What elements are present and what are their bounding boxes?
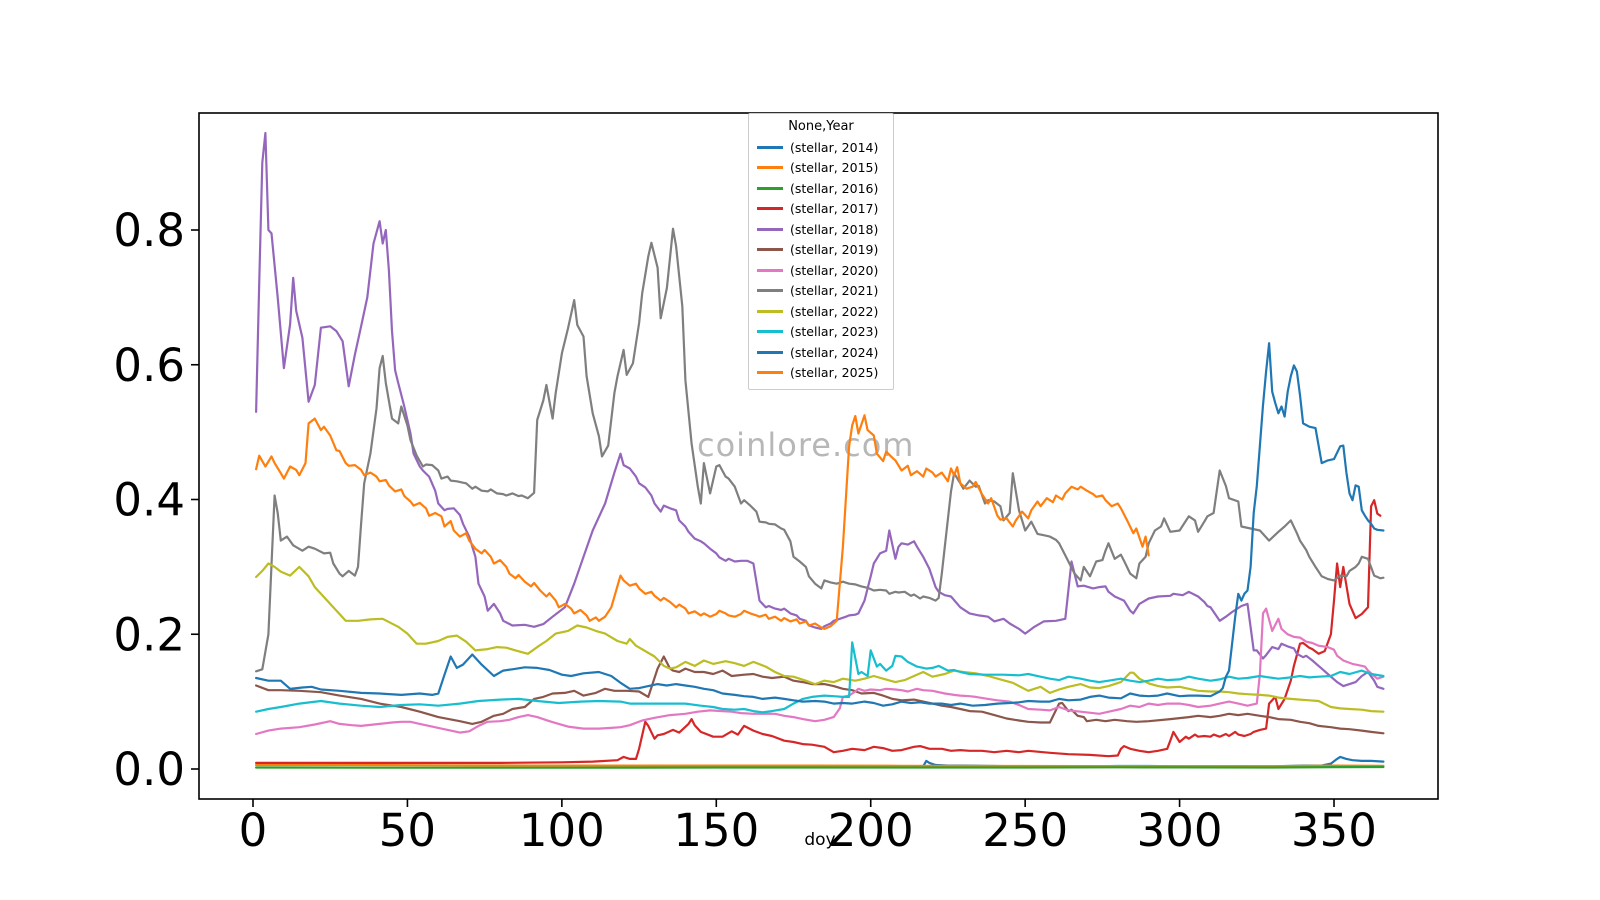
legend-line-swatch bbox=[757, 350, 783, 354]
legend: None,Year (stellar, 2014) (stellar, 2015)… bbox=[748, 113, 894, 390]
legend-line-swatch bbox=[757, 309, 783, 313]
legend-line-swatch bbox=[757, 248, 783, 252]
legend-item-2016: (stellar, 2016) bbox=[755, 178, 887, 199]
legend-label: (stellar, 2023) bbox=[790, 324, 879, 340]
y-tick-label: 0.0 bbox=[113, 743, 185, 796]
legend-item-2023: (stellar, 2023) bbox=[755, 322, 887, 343]
legend-item-2021: (stellar, 2021) bbox=[755, 281, 887, 302]
y-tick-label: 0.4 bbox=[113, 474, 185, 527]
series-line-2023 bbox=[255, 641, 1385, 714]
legend-label: (stellar, 2021) bbox=[790, 283, 879, 299]
legend-line-swatch bbox=[757, 330, 783, 334]
legend-item-2015: (stellar, 2015) bbox=[755, 158, 887, 179]
legend-label: (stellar, 2022) bbox=[790, 303, 879, 319]
legend-item-2025: (stellar, 2025) bbox=[755, 363, 887, 384]
legend-label: (stellar, 2024) bbox=[790, 344, 879, 360]
series-line-2022 bbox=[255, 562, 1385, 713]
watermark: coinlore.com bbox=[697, 426, 915, 464]
series-line-2019 bbox=[255, 655, 1385, 735]
x-tick-label: 250 bbox=[982, 804, 1068, 857]
x-tick-label: 300 bbox=[1137, 804, 1223, 857]
series-line-2018 bbox=[255, 131, 1385, 690]
x-tick-label: 150 bbox=[673, 804, 759, 857]
x-tick-label: 0 bbox=[239, 804, 268, 857]
legend-line-swatch bbox=[757, 289, 783, 293]
series-line-2015 bbox=[255, 763, 1385, 768]
x-tick-label: 50 bbox=[379, 804, 436, 857]
legend-label: (stellar, 2014) bbox=[790, 139, 879, 155]
legend-item-2024: (stellar, 2024) bbox=[755, 342, 887, 363]
legend-label: (stellar, 2025) bbox=[790, 365, 879, 381]
series-line-2020 bbox=[255, 607, 1385, 736]
x-axis-label: doy bbox=[804, 830, 836, 850]
legend-line-swatch bbox=[757, 166, 783, 170]
legend-title: None,Year bbox=[788, 119, 854, 134]
legend-item-2018: (stellar, 2018) bbox=[755, 219, 887, 240]
series-lines bbox=[255, 131, 1385, 769]
y-tick-label: 0.8 bbox=[113, 204, 185, 257]
legend-item-2022: (stellar, 2022) bbox=[755, 301, 887, 322]
legend-label: (stellar, 2016) bbox=[790, 180, 879, 196]
series-line-2025 bbox=[255, 414, 1150, 631]
legend-line-swatch bbox=[757, 227, 783, 231]
x-tick-label: 100 bbox=[519, 804, 605, 857]
legend-item-2014: (stellar, 2014) bbox=[755, 137, 887, 158]
legend-item-2020: (stellar, 2020) bbox=[755, 260, 887, 281]
legend-label: (stellar, 2019) bbox=[790, 242, 879, 258]
legend-line-swatch bbox=[757, 186, 783, 190]
legend-line-swatch bbox=[757, 207, 783, 211]
x-tick-label: 200 bbox=[828, 804, 914, 857]
legend-line-swatch bbox=[757, 371, 783, 375]
y-tick-label: 0.2 bbox=[113, 608, 185, 661]
legend-line-swatch bbox=[757, 268, 783, 272]
legend-items: (stellar, 2014) (stellar, 2015) (stellar, … bbox=[755, 137, 887, 383]
legend-label: (stellar, 2018) bbox=[790, 221, 879, 237]
legend-item-2017: (stellar, 2017) bbox=[755, 199, 887, 220]
legend-item-2019: (stellar, 2019) bbox=[755, 240, 887, 261]
legend-label: (stellar, 2020) bbox=[790, 262, 879, 278]
series-line-2016 bbox=[255, 765, 1385, 769]
legend-line-swatch bbox=[757, 145, 783, 149]
x-tick-label: 350 bbox=[1291, 804, 1377, 857]
legend-label: (stellar, 2015) bbox=[790, 160, 879, 176]
legend-label: (stellar, 2017) bbox=[790, 201, 879, 217]
series-line-2017 bbox=[255, 499, 1382, 765]
series-line-2024 bbox=[255, 342, 1385, 707]
y-tick-label: 0.6 bbox=[113, 339, 185, 392]
series-line-2021 bbox=[255, 227, 1385, 673]
